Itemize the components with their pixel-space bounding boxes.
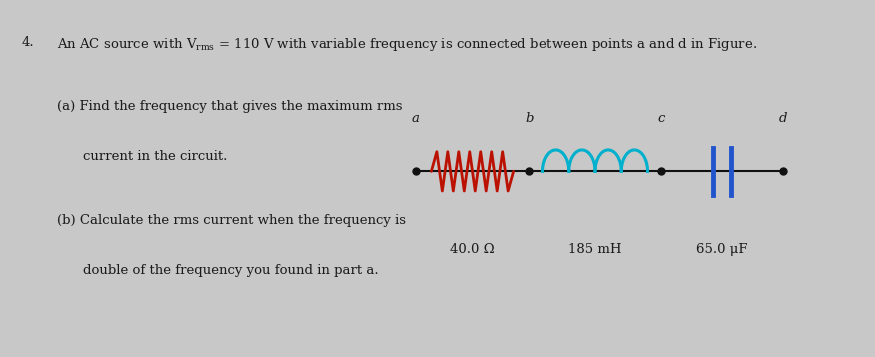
Text: 40.0 Ω: 40.0 Ω	[451, 243, 495, 256]
Text: b: b	[525, 112, 534, 125]
Text: current in the circuit.: current in the circuit.	[83, 150, 228, 163]
Text: double of the frequency you found in part a.: double of the frequency you found in par…	[83, 264, 379, 277]
Text: d: d	[779, 112, 788, 125]
Text: An AC source with V$_{\mathregular{rms}}$ = 110 V with variable frequency is con: An AC source with V$_{\mathregular{rms}}…	[57, 36, 757, 53]
Text: 185 mH: 185 mH	[568, 243, 622, 256]
Text: a: a	[412, 112, 420, 125]
Text: c: c	[657, 112, 664, 125]
Text: (b) Calculate the rms current when the frequency is: (b) Calculate the rms current when the f…	[57, 214, 406, 227]
Point	[522, 169, 536, 174]
Text: 4.: 4.	[22, 36, 34, 49]
Text: 65.0 μF: 65.0 μF	[696, 243, 747, 256]
Point	[654, 169, 668, 174]
Point	[409, 169, 423, 174]
Point	[776, 169, 790, 174]
Text: (a) Find the frequency that gives the maximum rms: (a) Find the frequency that gives the ma…	[57, 100, 402, 113]
